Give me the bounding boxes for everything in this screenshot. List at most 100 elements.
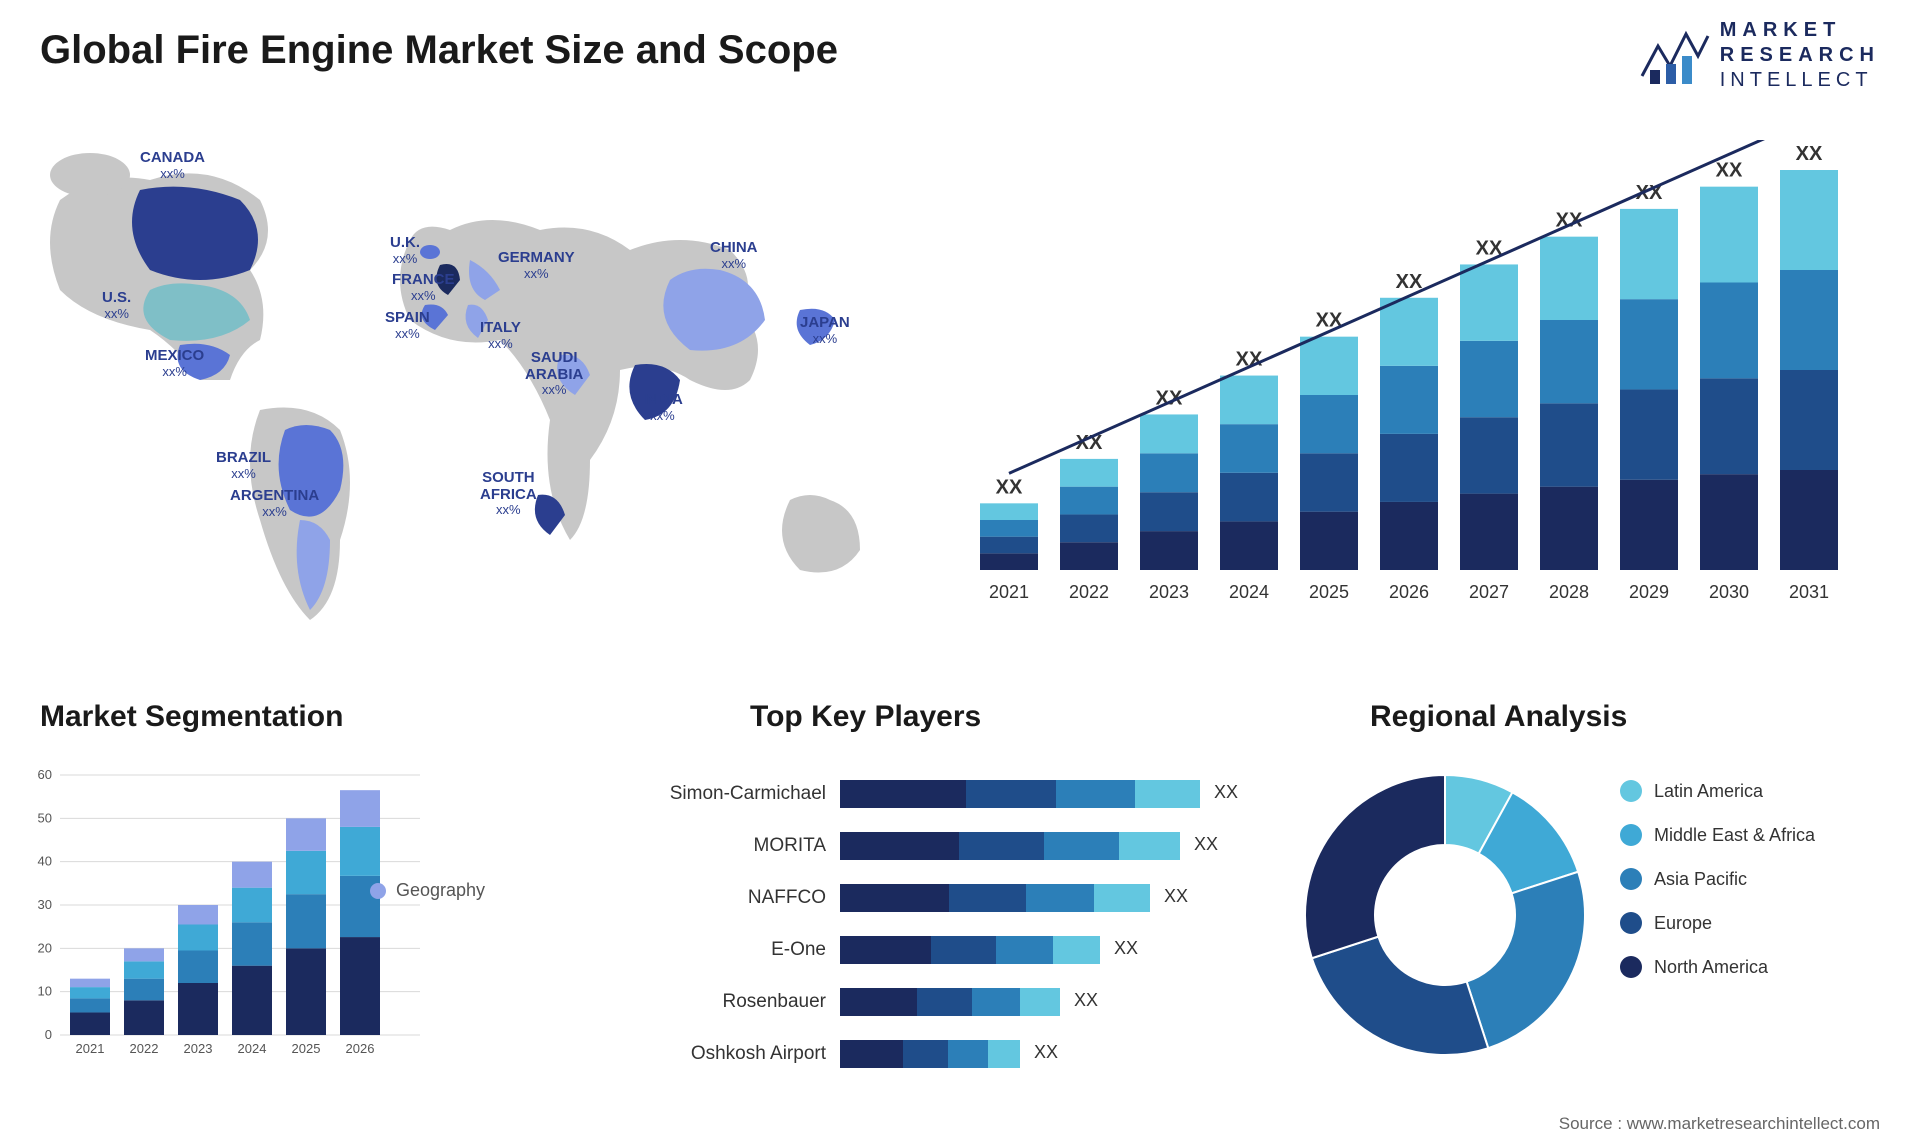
donut-legend-row: North America bbox=[1620, 956, 1880, 978]
svg-text:2028: 2028 bbox=[1549, 582, 1589, 602]
svg-text:2024: 2024 bbox=[1229, 582, 1269, 602]
map-label: JAPANxx% bbox=[800, 315, 850, 346]
key-player-segment bbox=[1094, 884, 1150, 912]
key-player-bar: XX bbox=[840, 1040, 1280, 1068]
donut-legend: Latin AmericaMiddle East & AfricaAsia Pa… bbox=[1620, 780, 1880, 1000]
svg-text:2022: 2022 bbox=[1069, 582, 1109, 602]
svg-text:20: 20 bbox=[38, 940, 52, 955]
brand-logo: MARKET RESEARCH INTELLECT bbox=[1640, 18, 1880, 93]
map-label: MEXICOxx% bbox=[145, 348, 204, 379]
svg-text:10: 10 bbox=[38, 984, 52, 999]
map-label: FRANCExx% bbox=[392, 272, 455, 303]
svg-text:XX: XX bbox=[1396, 271, 1423, 293]
legend-label: Europe bbox=[1654, 913, 1712, 934]
logo-icon bbox=[1640, 26, 1710, 86]
key-player-row: Oshkosh Airport XX bbox=[630, 1030, 1280, 1078]
page-title: Global Fire Engine Market Size and Scope bbox=[40, 28, 838, 73]
key-player-value: XX bbox=[1114, 938, 1138, 959]
svg-text:2024: 2024 bbox=[238, 1041, 267, 1056]
key-player-segment bbox=[988, 1040, 1020, 1068]
donut-legend-row: Asia Pacific bbox=[1620, 868, 1880, 890]
logo-line1: MARKET bbox=[1720, 18, 1880, 43]
key-player-value: XX bbox=[1074, 990, 1098, 1011]
key-player-segment bbox=[903, 1040, 948, 1068]
svg-text:30: 30 bbox=[38, 897, 52, 912]
svg-text:XX: XX bbox=[1716, 160, 1743, 182]
legend-swatch bbox=[1620, 956, 1642, 978]
legend-swatch bbox=[1620, 868, 1642, 890]
key-player-segment bbox=[840, 832, 959, 860]
key-player-segment bbox=[949, 884, 1027, 912]
svg-text:2022: 2022 bbox=[130, 1041, 159, 1056]
svg-text:XX: XX bbox=[1796, 143, 1823, 165]
donut-svg bbox=[1290, 760, 1600, 1070]
key-player-value: XX bbox=[1214, 782, 1238, 803]
key-player-segment bbox=[1044, 832, 1119, 860]
key-player-bar: XX bbox=[840, 936, 1280, 964]
svg-text:2023: 2023 bbox=[1149, 582, 1189, 602]
logo-line3: INTELLECT bbox=[1720, 68, 1880, 93]
legend-label: Middle East & Africa bbox=[1654, 825, 1815, 846]
svg-text:40: 40 bbox=[38, 854, 52, 869]
main-bar-svg: XX2021XX2022XX2023XX2024XX2025XX2026XX20… bbox=[960, 140, 1860, 630]
map-label: U.S.xx% bbox=[102, 290, 131, 321]
legend-label: Asia Pacific bbox=[1654, 869, 1747, 890]
svg-text:2030: 2030 bbox=[1709, 582, 1749, 602]
svg-text:2023: 2023 bbox=[184, 1041, 213, 1056]
legend-swatch bbox=[1620, 824, 1642, 846]
key-player-label: Simon-Carmichael bbox=[630, 783, 840, 805]
heading-segmentation: Market Segmentation bbox=[40, 700, 343, 734]
key-player-segment bbox=[840, 936, 931, 964]
map-label: GERMANYxx% bbox=[498, 250, 575, 281]
key-player-row: MORITA XX bbox=[630, 822, 1280, 870]
svg-text:0: 0 bbox=[45, 1027, 52, 1042]
key-player-segment bbox=[1135, 780, 1200, 808]
key-player-label: NAFFCO bbox=[630, 887, 840, 909]
source-line: Source : www.marketresearchintellect.com bbox=[1559, 1114, 1880, 1134]
key-player-value: XX bbox=[1194, 834, 1218, 855]
key-player-segment bbox=[840, 988, 917, 1016]
key-player-segment bbox=[959, 832, 1044, 860]
key-player-value: XX bbox=[1034, 1042, 1058, 1063]
key-player-row: E-One XX bbox=[630, 926, 1280, 974]
legend-label-geography: Geography bbox=[396, 880, 485, 901]
key-player-row: NAFFCO XX bbox=[630, 874, 1280, 922]
key-player-label: MORITA bbox=[630, 835, 840, 857]
key-player-segment bbox=[917, 988, 972, 1016]
key-player-bar: XX bbox=[840, 884, 1280, 912]
donut-legend-row: Europe bbox=[1620, 912, 1880, 934]
key-player-label: Rosenbauer bbox=[630, 991, 840, 1013]
map-label: INDIAxx% bbox=[642, 392, 683, 423]
svg-text:2029: 2029 bbox=[1629, 582, 1669, 602]
svg-text:2026: 2026 bbox=[346, 1041, 375, 1056]
key-player-segment bbox=[1020, 988, 1060, 1016]
svg-text:2026: 2026 bbox=[1389, 582, 1429, 602]
key-player-segment bbox=[948, 1040, 988, 1068]
seg-chart-svg: 0102030405060202120222023202420252026 bbox=[20, 755, 440, 1075]
key-player-segment bbox=[840, 1040, 903, 1068]
key-player-bar: XX bbox=[840, 988, 1280, 1016]
key-player-label: E-One bbox=[630, 939, 840, 961]
map-label: CANADAxx% bbox=[140, 150, 205, 181]
map-label: U.K.xx% bbox=[390, 235, 420, 266]
key-player-row: Simon-Carmichael XX bbox=[630, 770, 1280, 818]
map-label: CHINAxx% bbox=[710, 240, 758, 271]
key-player-segment bbox=[840, 780, 966, 808]
logo-text: MARKET RESEARCH INTELLECT bbox=[1720, 18, 1880, 93]
svg-text:XX: XX bbox=[996, 476, 1023, 498]
key-player-segment bbox=[1119, 832, 1180, 860]
segmentation-legend: Geography bbox=[370, 880, 485, 901]
key-player-row: Rosenbauer XX bbox=[630, 978, 1280, 1026]
key-player-segment bbox=[1056, 780, 1135, 808]
svg-text:2025: 2025 bbox=[292, 1041, 321, 1056]
key-player-label: Oshkosh Airport bbox=[630, 1043, 840, 1065]
svg-text:2027: 2027 bbox=[1469, 582, 1509, 602]
svg-text:2021: 2021 bbox=[76, 1041, 105, 1056]
legend-dot-geography bbox=[370, 883, 386, 899]
donut-chart bbox=[1290, 760, 1600, 1070]
key-player-value: XX bbox=[1164, 886, 1188, 907]
world-map-svg bbox=[30, 120, 910, 660]
key-player-segment bbox=[996, 936, 1053, 964]
main-bar-chart: XX2021XX2022XX2023XX2024XX2025XX2026XX20… bbox=[960, 140, 1860, 630]
legend-swatch bbox=[1620, 912, 1642, 934]
